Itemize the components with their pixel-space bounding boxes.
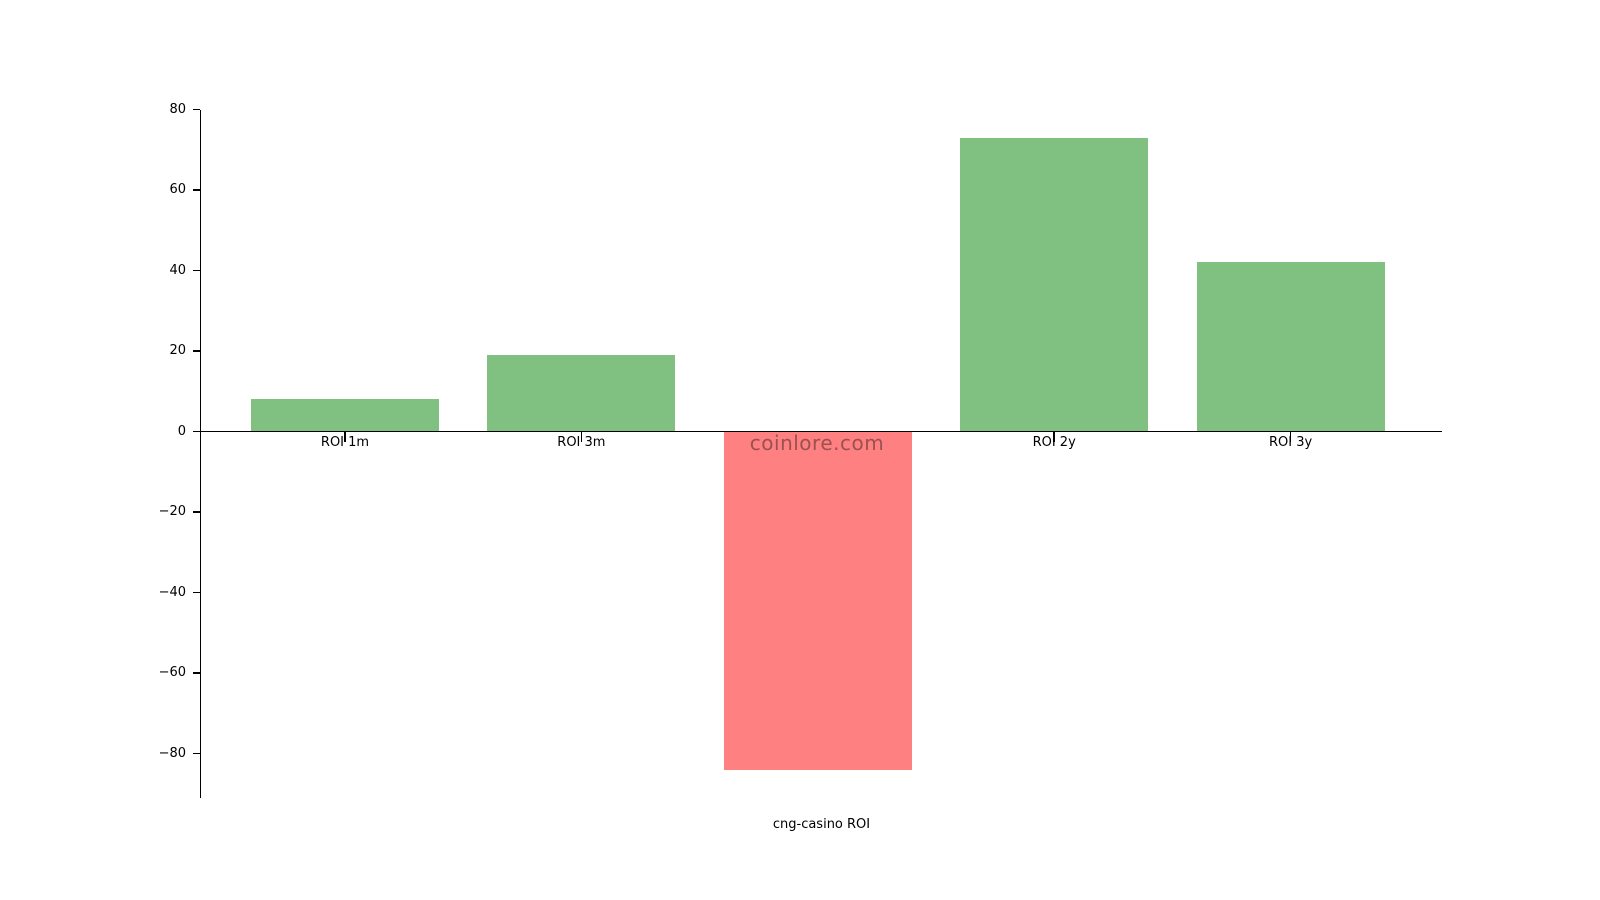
y-tick-mark — [192, 108, 200, 111]
bar-roi-1m — [251, 399, 439, 432]
y-tick-label: 40 — [169, 262, 186, 278]
x-tick-mark — [1053, 431, 1055, 442]
x-axis-line — [199, 430, 1442, 433]
bar-roi-3m — [487, 355, 676, 432]
x-tick-label: ROI 3m — [557, 434, 606, 450]
y-tick-label: 80 — [169, 101, 186, 117]
y-tick-mark — [192, 511, 200, 513]
y-axis-line — [199, 110, 201, 798]
y-tick-label: −40 — [158, 584, 186, 600]
y-tick-mark — [192, 752, 200, 755]
y-tick-mark — [192, 269, 200, 272]
y-tick-mark — [192, 430, 200, 433]
chart-title: cng-casino ROI — [772, 817, 871, 832]
x-tick-mark — [1289, 431, 1292, 442]
y-tick-label: 60 — [169, 182, 186, 197]
y-tick-mark — [192, 189, 200, 191]
x-tick-label: ROI 3y — [1268, 434, 1313, 450]
y-tick-label: −60 — [158, 665, 186, 680]
y-tick-mark — [192, 672, 200, 674]
bar-roi-2y — [960, 137, 1149, 432]
bar-category-3 — [723, 431, 912, 770]
y-tick-label: 0 — [177, 423, 186, 439]
watermark-text: coinlore.com — [749, 431, 885, 455]
x-tick-mark — [580, 431, 583, 442]
y-tick-mark — [192, 591, 200, 594]
x-tick-label: ROI 1m — [320, 434, 370, 450]
x-tick-mark — [344, 431, 346, 442]
y-tick-label: 20 — [169, 343, 186, 358]
y-tick-label: −80 — [158, 745, 186, 761]
bar-roi-3y — [1196, 262, 1385, 432]
y-tick-mark — [192, 350, 200, 352]
x-tick-label: ROI 2y — [1032, 434, 1076, 450]
y-tick-label: −20 — [158, 504, 186, 519]
